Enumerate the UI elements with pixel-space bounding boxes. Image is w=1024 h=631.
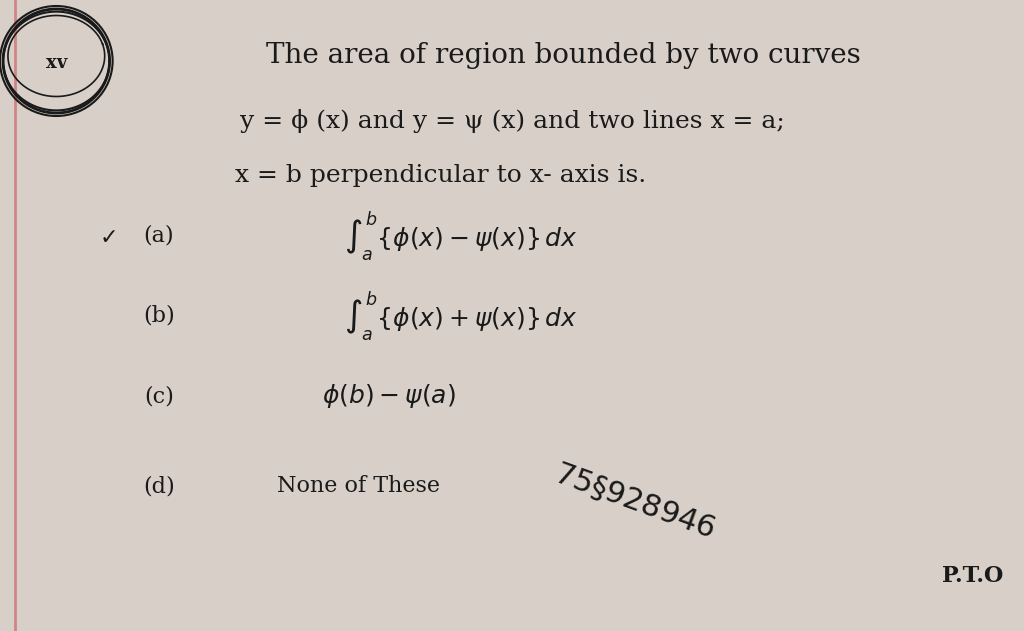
Text: $\phi(b) - \psi(a)$: $\phi(b) - \psi(a)$ <box>323 382 456 410</box>
Text: The area of region bounded by two curves: The area of region bounded by two curves <box>266 42 860 69</box>
Text: (b): (b) <box>142 305 175 327</box>
Text: (d): (d) <box>142 475 175 497</box>
Text: $\int_a^b \{\phi(x) + \psi(x)\} \, dx$: $\int_a^b \{\phi(x) + \psi(x)\} \, dx$ <box>344 289 578 343</box>
Text: P.T.O: P.T.O <box>942 565 1004 587</box>
Text: (c): (c) <box>143 385 174 407</box>
Text: xv: xv <box>46 54 67 72</box>
Text: y = ϕ (x) and y = ψ (x) and two lines x = a;: y = ϕ (x) and y = ψ (x) and two lines x … <box>240 109 784 133</box>
Text: None of These: None of These <box>276 475 440 497</box>
Text: x = b perpendicular to x- axis is.: x = b perpendicular to x- axis is. <box>234 165 646 187</box>
Text: $75\S928946$: $75\S928946$ <box>550 458 720 544</box>
Text: $\checkmark$: $\checkmark$ <box>99 226 116 246</box>
Text: (a): (a) <box>143 225 174 247</box>
Text: $\int_a^b \{\phi(x) - \psi(x)\} \, dx$: $\int_a^b \{\phi(x) - \psi(x)\} \, dx$ <box>344 209 578 263</box>
